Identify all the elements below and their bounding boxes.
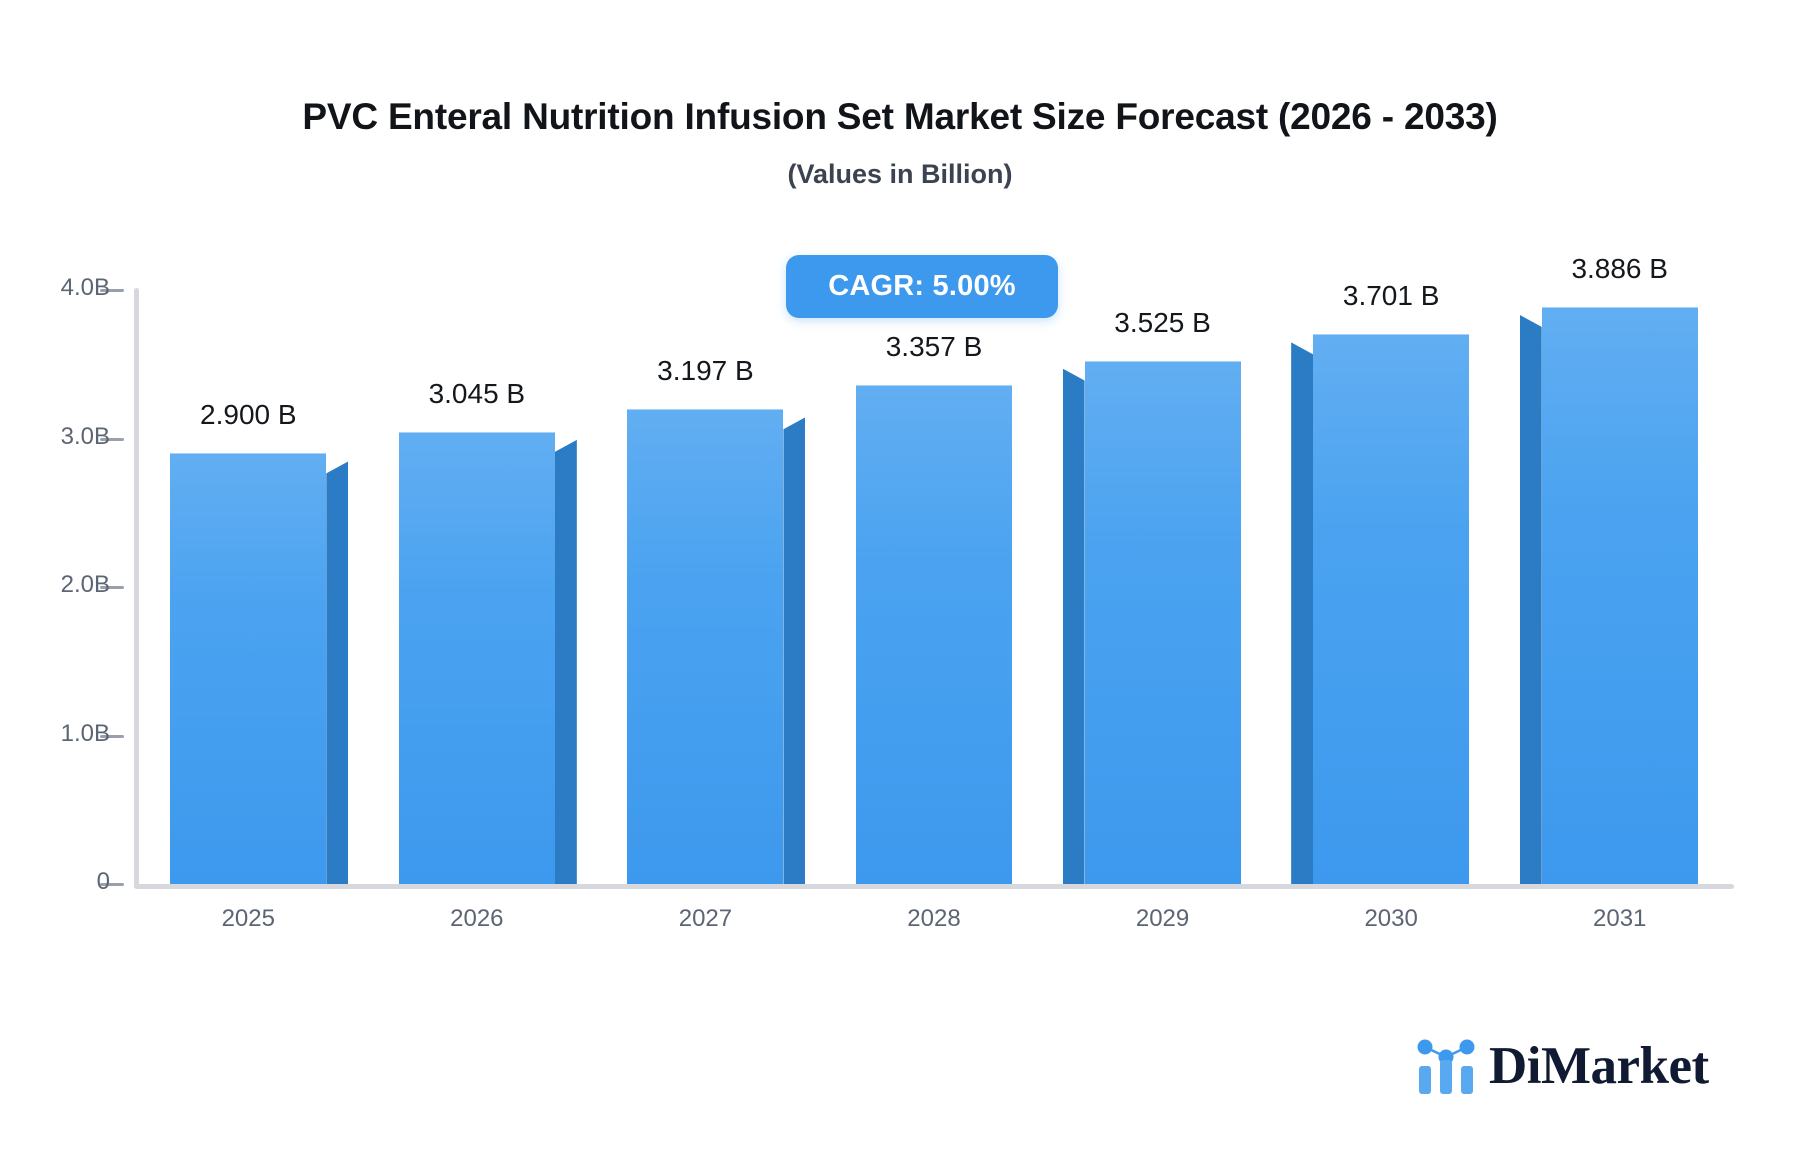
x-axis-label: 2025: [221, 905, 275, 932]
y-axis-label: 0: [96, 868, 110, 895]
bar-face: [1313, 334, 1470, 884]
cagr-badge: CAGR: 5.00%: [786, 255, 1058, 318]
y-axis-label: 3.0B: [60, 422, 110, 450]
x-axis-line: [134, 884, 1734, 889]
bar[interactable]: [170, 453, 349, 884]
x-axis-label: 2030: [1364, 905, 1418, 932]
bar-face: [627, 409, 784, 884]
logo-text: DiMarket: [1489, 1036, 1709, 1095]
bar[interactable]: [856, 385, 1012, 884]
bar-value-label: 3.701 B: [1342, 280, 1440, 312]
bar-face: [1541, 306, 1698, 884]
bar[interactable]: [1062, 360, 1241, 884]
y-axis-label: 4.0B: [60, 274, 110, 301]
y-axis-tick: [100, 289, 124, 292]
bar[interactable]: [627, 409, 806, 884]
x-axis-label: 2027: [678, 905, 733, 932]
bar-side-face: [1291, 342, 1314, 884]
bar-side-face: [326, 461, 349, 884]
y-axis-line: [134, 288, 139, 888]
bar-value-label: 3.197 B: [657, 355, 754, 387]
y-axis-tick: [100, 883, 124, 886]
y-axis-tick: [100, 437, 124, 441]
y-axis-label: 1.0B: [60, 719, 110, 747]
bar[interactable]: [398, 431, 577, 884]
bar[interactable]: [1291, 334, 1470, 884]
y-axis-tick: [100, 586, 124, 589]
x-axis-label: 2029: [1135, 905, 1190, 932]
title-block: PVC Enteral Nutrition Infusion Set Marke…: [0, 96, 1800, 190]
bar-side-face: [1062, 368, 1085, 884]
bar-side-face: [554, 439, 577, 884]
bar-value-label: 2.900 B: [200, 399, 297, 431]
x-axis-label: 2028: [907, 905, 961, 932]
bar-value-label: 3.886 B: [1571, 252, 1668, 284]
bar-side-face: [1519, 314, 1542, 884]
bar-face: [856, 385, 1012, 884]
bar-face: [1084, 360, 1241, 884]
chart-title: PVC Enteral Nutrition Infusion Set Marke…: [302, 96, 1498, 137]
x-axis-label: 2031: [1593, 905, 1647, 932]
bar-chart-logo-icon: [1417, 1039, 1475, 1094]
bar-face: [398, 431, 555, 884]
dimarket-logo: DiMarket: [1417, 1036, 1709, 1096]
cagr-badge-label: CAGR: 5.00%: [828, 270, 1016, 302]
x-axis-label: 2026: [450, 905, 504, 932]
bar-value-label: 3.525 B: [1114, 306, 1211, 338]
y-axis-tick: [100, 734, 124, 738]
bar[interactable]: [1519, 306, 1698, 884]
y-axis-label: 2.0B: [60, 571, 110, 598]
bar-face: [170, 453, 327, 884]
bar-value-label: 3.357 B: [885, 331, 983, 363]
bar-side-face: [783, 417, 806, 884]
bar-value-label: 3.045 B: [428, 377, 526, 409]
chart-subtitle: (Values in Billion): [787, 158, 1013, 189]
